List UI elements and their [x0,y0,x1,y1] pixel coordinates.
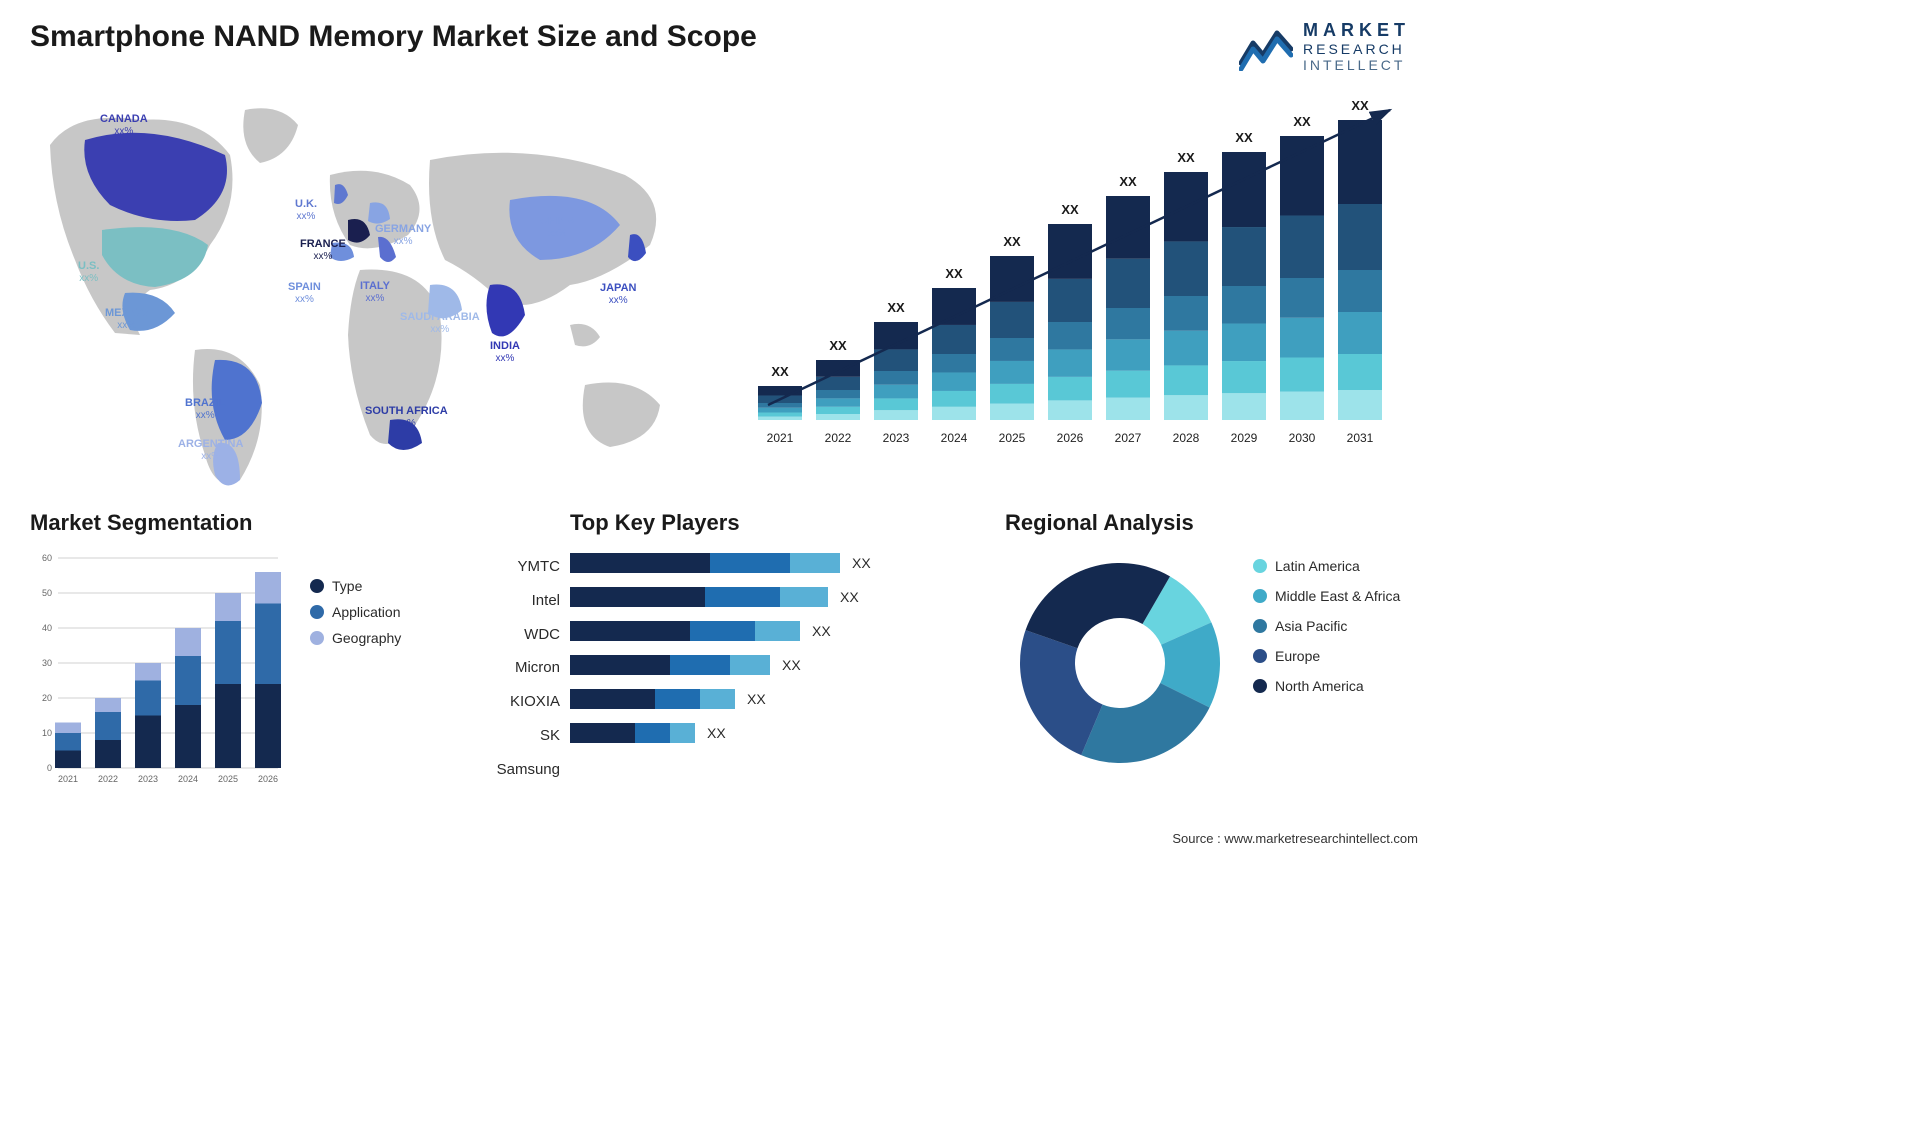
key-players-title: Top Key Players [570,510,1000,536]
svg-text:XX: XX [771,364,789,379]
forecast-svg: XX XX XX XX XX XX XX XX XX XX XX 2021 2022 2023 2024 2… [730,100,1410,480]
player-bar: XX [570,686,1000,712]
svg-text:XX: XX [945,266,963,281]
svg-text:60: 60 [42,553,52,563]
regional-legend-item: Latin America [1253,558,1400,574]
svg-text:2023: 2023 [883,431,910,445]
svg-text:XX: XX [1235,130,1253,145]
player-name: Intel [465,584,560,618]
logo-line1: MARKET [1303,20,1410,41]
player-name: SK [465,719,560,753]
regional-title: Regional Analysis [1005,510,1415,536]
page-title: Smartphone NAND Memory Market Size and S… [30,20,757,54]
regional-legend-item: Asia Pacific [1253,618,1400,634]
player-name: Micron [465,651,560,685]
world-map: CANADAxx% U.S.xx% MEXICOxx% BRAZILxx% ARGENT… [30,85,710,505]
svg-text:XX: XX [1061,202,1079,217]
regional-legend: Latin America Middle East & Africa Asia Pa… [1253,548,1400,708]
svg-text:2023: 2023 [138,774,158,784]
map-label-france: FRANCExx% [300,238,346,262]
svg-text:20: 20 [42,693,52,703]
svg-text:10: 10 [42,728,52,738]
map-label-south-africa: SOUTH AFRICAxx% [365,405,448,429]
segmentation-legend: Type Application Geography [310,548,401,808]
svg-text:2026: 2026 [258,774,278,784]
seg-legend-geography: Geography [310,630,401,646]
header: Smartphone NAND Memory Market Size and S… [30,20,1410,73]
map-label-china: CHINAxx% [540,215,575,239]
regional-legend-item: North America [1253,678,1400,694]
player-name: YMTC [465,550,560,584]
svg-text:2031: 2031 [1347,431,1374,445]
map-label-brazil: BRAZILxx% [185,397,225,421]
player-bar: XX [570,618,1000,644]
map-label-germany: GERMANYxx% [375,223,431,247]
svg-text:2024: 2024 [178,774,198,784]
player-name: KIOXIA [465,685,560,719]
svg-text:50: 50 [42,588,52,598]
svg-text:2027: 2027 [1115,431,1142,445]
player-bar: XX [570,720,1000,746]
map-label-japan: JAPANxx% [600,282,636,306]
svg-text:0: 0 [47,763,52,773]
svg-text:2026: 2026 [1057,431,1084,445]
svg-text:XX: XX [1003,234,1021,249]
key-players-section: Top Key Players YMTCIntelWDCMicronKIOXIA… [570,510,1000,754]
map-label-spain: SPAINxx% [288,281,321,305]
svg-text:2022: 2022 [98,774,118,784]
regional-section: Regional Analysis Latin America Middle Ea… [1005,510,1415,778]
svg-text:XX: XX [1293,114,1311,129]
svg-text:XX: XX [1177,150,1195,165]
player-bar: XX [570,584,1000,610]
seg-legend-application: Application [310,604,401,620]
key-players-chart: XX XX XX XX XX XX [570,550,1000,746]
source-line: Source : www.marketresearchintellect.com [1172,831,1418,846]
svg-text:2028: 2028 [1173,431,1200,445]
logo-icon [1239,21,1293,71]
svg-text:40: 40 [42,623,52,633]
player-bar: XX [570,652,1000,678]
logo-text: MARKET RESEARCH INTELLECT [1303,20,1410,73]
player-bar: XX [570,550,1000,576]
map-label-argentina: ARGENTINAxx% [178,438,243,462]
svg-text:2030: 2030 [1289,431,1316,445]
segmentation-title: Market Segmentation [30,510,550,536]
svg-text:2021: 2021 [767,431,794,445]
regional-legend-item: Europe [1253,648,1400,664]
svg-text:XX: XX [1351,100,1369,113]
svg-text:XX: XX [1119,174,1137,189]
map-label-canada: CANADAxx% [100,113,148,137]
map-label-india: INDIAxx% [490,340,520,364]
map-label-u-k-: U.K.xx% [295,198,317,222]
brand-logo: MARKET RESEARCH INTELLECT [1239,20,1410,73]
logo-line3: INTELLECT [1303,57,1410,73]
player-name: Samsung [465,753,560,787]
regional-donut [1005,548,1235,778]
map-label-mexico: MEXICOxx% [105,307,148,331]
logo-line2: RESEARCH [1303,41,1410,57]
map-label-italy: ITALYxx% [360,280,390,304]
svg-text:2029: 2029 [1231,431,1258,445]
svg-text:2024: 2024 [941,431,968,445]
forecast-chart: XX XX XX XX XX XX XX XX XX XX XX 2021 2022 2023 2024 2… [730,100,1410,480]
player-name: WDC [465,618,560,652]
svg-text:2025: 2025 [218,774,238,784]
svg-text:2021: 2021 [58,774,78,784]
donut-svg [1005,548,1235,778]
seg-legend-type: Type [310,578,401,594]
map-label-u-s-: U.S.xx% [78,260,99,284]
svg-text:XX: XX [887,300,905,315]
map-label-saudi-arabia: SAUDI ARABIAxx% [400,311,480,335]
key-players-list: YMTCIntelWDCMicronKIOXIASKSamsung [465,550,560,786]
svg-text:30: 30 [42,658,52,668]
segmentation-chart: 0 10 20 30 40 50 60 2021 2022 2023 2024 2025 2026 [30,548,290,808]
svg-text:2022: 2022 [825,431,852,445]
svg-text:XX: XX [829,338,847,353]
regional-legend-item: Middle East & Africa [1253,588,1400,604]
svg-text:2025: 2025 [999,431,1026,445]
